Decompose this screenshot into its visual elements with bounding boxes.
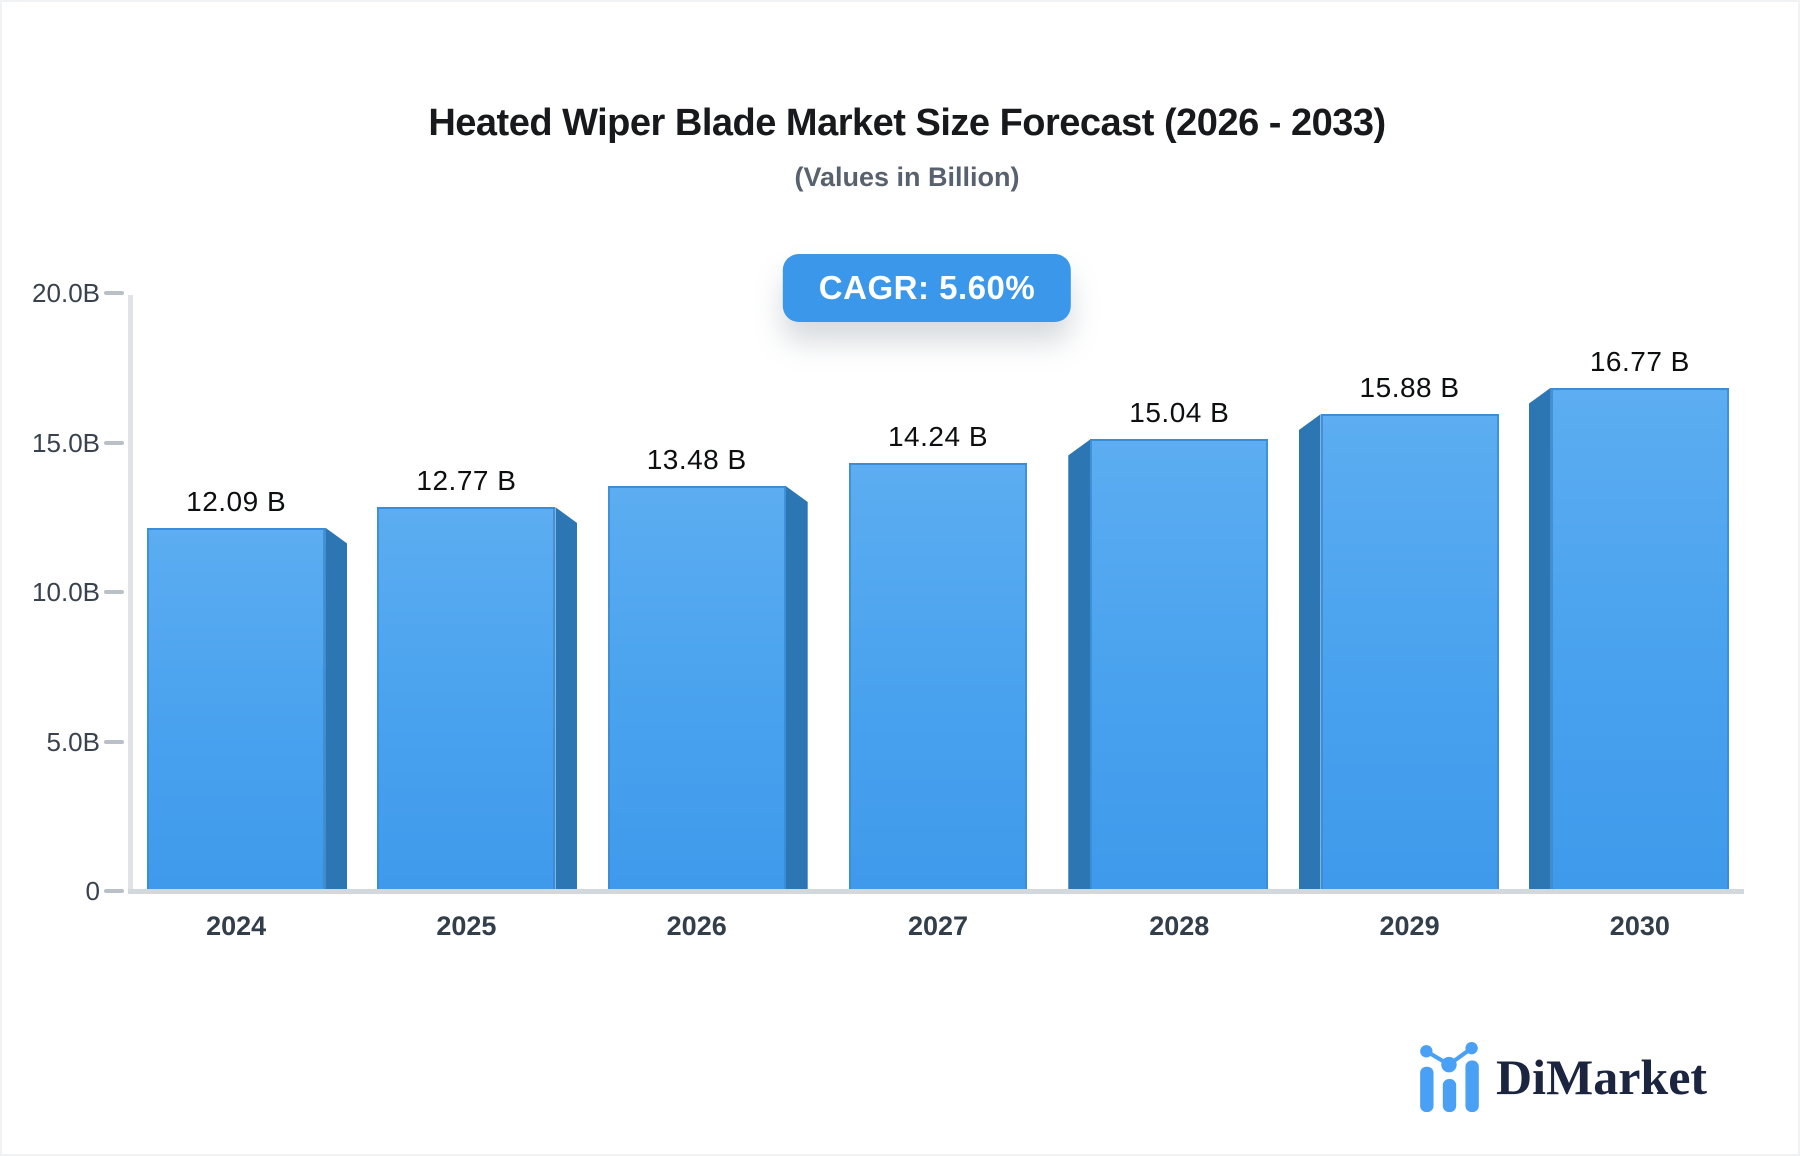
chart-title: Heated Wiper Blade Market Size Forecast … — [428, 102, 1386, 144]
bar-face — [607, 485, 786, 889]
bar-value-label: 12.77 B — [416, 465, 517, 497]
bar-value-label: 12.09 B — [186, 485, 287, 517]
bar-side-shade — [1298, 414, 1321, 889]
y-axis-tick — [104, 440, 124, 445]
y-axis-tick-label: 15.0B — [32, 427, 100, 458]
bar-2026 — [607, 485, 808, 889]
bar-2024 — [147, 527, 348, 889]
bar-side-shade — [1068, 439, 1091, 889]
bar-chart-trend-icon — [1420, 1042, 1479, 1112]
cagr-badge: CAGR: 5.60% — [782, 254, 1072, 322]
y-axis-tick-label: 5.0B — [46, 726, 101, 757]
x-axis-label: 2024 — [206, 911, 267, 941]
bar-side-shade — [555, 507, 578, 889]
bar-value-label: 13.48 B — [646, 443, 747, 475]
x-axis-label: 2025 — [436, 911, 497, 941]
bar-side-shade — [1528, 387, 1551, 889]
y-axis-line — [128, 295, 133, 893]
bar-value-label: 14.24 B — [887, 421, 989, 453]
bar-face — [1550, 387, 1729, 889]
x-axis-label: 2030 — [1609, 911, 1670, 941]
bar-2025 — [377, 507, 578, 889]
bar-value-label: 16.77 B — [1589, 345, 1690, 377]
bar-value-label: 15.88 B — [1359, 372, 1460, 404]
bar-2030 — [1528, 387, 1729, 889]
x-axis-label: 2026 — [666, 911, 727, 941]
x-axis-line — [128, 889, 1744, 894]
y-axis-tick — [104, 739, 124, 744]
bar-face — [147, 527, 326, 889]
y-axis-tick-label: 20.0B — [32, 278, 100, 308]
y-axis-tick — [104, 889, 124, 893]
bar-face — [377, 507, 556, 889]
bar-2028 — [1068, 439, 1269, 889]
logo-text: DiMarket — [1496, 1049, 1708, 1105]
chart-subtitle: (Values in Billion) — [794, 162, 1020, 192]
x-axis-label: 2029 — [1379, 911, 1440, 941]
bar-face — [1320, 414, 1499, 889]
y-axis-tick-label: 0 — [85, 876, 100, 906]
y-axis-tick — [104, 590, 124, 594]
dimarket-logo: DiMarket — [1418, 1042, 1707, 1112]
y-axis-tick — [104, 291, 124, 295]
bar-side-shade — [785, 485, 808, 889]
x-axis-label: 2028 — [1149, 911, 1210, 941]
bar-face — [1090, 439, 1269, 889]
bar-2027 — [849, 463, 1027, 889]
bar-2029 — [1298, 414, 1499, 889]
y-axis-tick-label: 10.0B — [32, 577, 100, 607]
bar-side-shade — [325, 527, 348, 889]
x-axis-label: 2027 — [907, 911, 969, 941]
bar-value-label: 15.04 B — [1129, 397, 1230, 429]
plot-area: 0 5.0B 10.0B 15.0B 20.0B 12.09 B 2024 12.77 B 20… — [32, 278, 1744, 941]
bar-face — [849, 463, 1027, 889]
